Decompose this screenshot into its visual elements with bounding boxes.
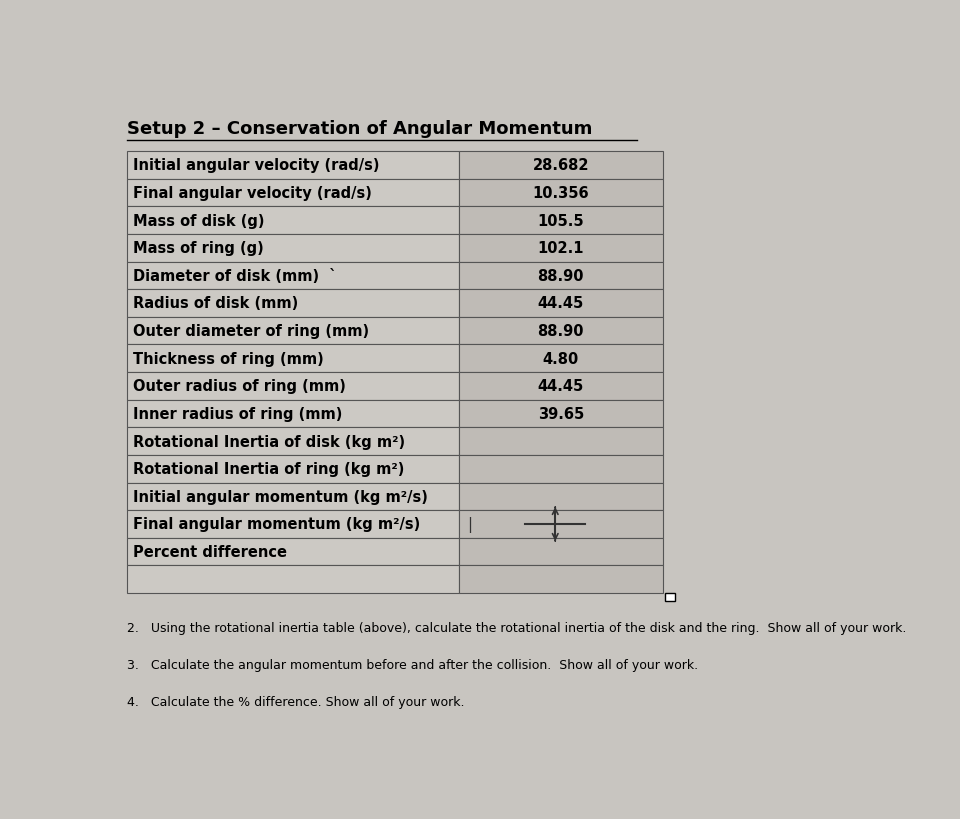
Text: 2.   Using the rotational inertia table (above), calculate the rotational inerti: 2. Using the rotational inertia table (a… (128, 622, 907, 635)
Bar (128, 538, 459, 566)
Text: Rotational Inertia of disk (kg m²): Rotational Inertia of disk (kg m²) (133, 434, 405, 449)
Bar (459, 483, 663, 510)
Text: 44.45: 44.45 (538, 379, 584, 394)
Text: 102.1: 102.1 (538, 241, 584, 256)
Text: Final angular momentum (kg m²/s): Final angular momentum (kg m²/s) (133, 517, 420, 532)
Bar (128, 373, 459, 400)
Text: 3.   Calculate the angular momentum before and after the collision.  Show all of: 3. Calculate the angular momentum before… (128, 658, 699, 672)
Text: Percent difference: Percent difference (133, 545, 287, 559)
Text: Rotational Inertia of ring (kg m²): Rotational Inertia of ring (kg m²) (133, 462, 405, 477)
Text: 4.80: 4.80 (542, 351, 579, 366)
Bar (128, 455, 459, 483)
Bar (128, 152, 459, 179)
Bar (459, 207, 663, 235)
Bar (128, 345, 459, 373)
Text: Inner radius of ring (mm): Inner radius of ring (mm) (133, 406, 343, 422)
Bar (459, 566, 663, 593)
Text: 88.90: 88.90 (538, 324, 584, 339)
Bar (128, 290, 459, 318)
Bar (459, 290, 663, 318)
Bar (459, 262, 663, 290)
Bar (459, 152, 663, 179)
Bar (459, 235, 663, 262)
Text: 4.   Calculate the % difference. Show all of your work.: 4. Calculate the % difference. Show all … (128, 695, 465, 708)
Text: 10.356: 10.356 (533, 186, 589, 201)
Bar (128, 400, 459, 428)
Bar (128, 566, 459, 593)
Bar (459, 510, 663, 538)
Bar (128, 262, 459, 290)
Bar (459, 400, 663, 428)
Text: 88.90: 88.90 (538, 269, 584, 283)
Text: Mass of disk (g): Mass of disk (g) (133, 214, 265, 229)
Bar (459, 318, 663, 345)
Bar (459, 179, 663, 207)
Bar (128, 207, 459, 235)
Text: Initial angular velocity (rad/s): Initial angular velocity (rad/s) (133, 158, 380, 173)
Bar (459, 455, 663, 483)
Bar (128, 179, 459, 207)
Bar (128, 510, 459, 538)
Text: Diameter of disk (mm)  `: Diameter of disk (mm) ` (133, 269, 337, 283)
Text: Thickness of ring (mm): Thickness of ring (mm) (133, 351, 324, 366)
Bar (128, 428, 459, 455)
Bar (459, 373, 663, 400)
Text: Radius of disk (mm): Radius of disk (mm) (133, 296, 299, 311)
Bar (128, 483, 459, 510)
Text: 44.45: 44.45 (538, 296, 584, 311)
Bar (128, 318, 459, 345)
Text: Outer diameter of ring (mm): Outer diameter of ring (mm) (133, 324, 370, 339)
Text: 105.5: 105.5 (538, 214, 584, 229)
Bar (459, 538, 663, 566)
Bar (459, 345, 663, 373)
Bar (459, 428, 663, 455)
Text: |: | (468, 516, 472, 532)
Text: Outer radius of ring (mm): Outer radius of ring (mm) (133, 379, 347, 394)
Text: Setup 2 – Conservation of Angular Momentum: Setup 2 – Conservation of Angular Moment… (128, 120, 593, 138)
Text: 28.682: 28.682 (533, 158, 589, 173)
Bar (128, 235, 459, 262)
Text: Mass of ring (g): Mass of ring (g) (133, 241, 264, 256)
Text: 39.65: 39.65 (538, 406, 584, 422)
Text: Initial angular momentum (kg m²/s): Initial angular momentum (kg m²/s) (133, 489, 428, 505)
Bar (665, 593, 675, 601)
Text: Final angular velocity (rad/s): Final angular velocity (rad/s) (133, 186, 372, 201)
